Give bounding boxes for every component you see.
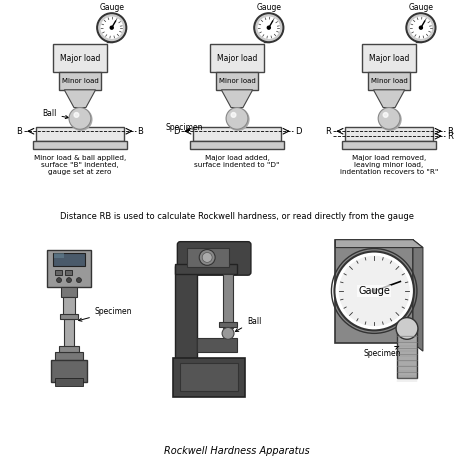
Text: Gauge: Gauge — [99, 3, 124, 12]
Circle shape — [97, 13, 127, 43]
FancyBboxPatch shape — [36, 127, 124, 141]
Text: Minor load & ball applied,
surface "B" indented,
gauge set at zero: Minor load & ball applied, surface "B" i… — [34, 155, 126, 175]
FancyBboxPatch shape — [54, 253, 64, 258]
Text: Rockwell Hardness Apparatus: Rockwell Hardness Apparatus — [164, 446, 310, 456]
Circle shape — [99, 15, 125, 40]
Circle shape — [69, 107, 91, 129]
Circle shape — [231, 112, 236, 118]
FancyBboxPatch shape — [180, 363, 238, 391]
Text: Specimen: Specimen — [79, 307, 132, 321]
Circle shape — [227, 108, 249, 130]
Text: Major load: Major load — [60, 54, 100, 63]
FancyBboxPatch shape — [336, 240, 413, 343]
Circle shape — [254, 13, 284, 43]
Circle shape — [101, 17, 122, 38]
FancyBboxPatch shape — [197, 338, 237, 352]
Circle shape — [378, 107, 400, 129]
Text: Major load added,
surface indented to "D": Major load added, surface indented to "D… — [194, 155, 280, 168]
Text: Major load: Major load — [369, 54, 409, 63]
Text: R: R — [447, 127, 453, 136]
FancyBboxPatch shape — [190, 141, 284, 149]
FancyBboxPatch shape — [55, 378, 83, 386]
Circle shape — [258, 17, 279, 38]
FancyBboxPatch shape — [223, 274, 233, 329]
Polygon shape — [221, 90, 253, 107]
Text: D: D — [173, 127, 179, 136]
Circle shape — [110, 26, 113, 29]
FancyBboxPatch shape — [65, 270, 72, 275]
Text: B: B — [17, 127, 22, 136]
Text: D: D — [295, 127, 301, 136]
Circle shape — [74, 112, 79, 118]
Text: Major load: Major load — [217, 54, 257, 63]
FancyBboxPatch shape — [53, 45, 107, 72]
Text: Minor load: Minor load — [371, 78, 408, 84]
FancyBboxPatch shape — [55, 352, 83, 360]
Circle shape — [372, 289, 376, 293]
FancyBboxPatch shape — [63, 297, 75, 317]
FancyBboxPatch shape — [60, 313, 78, 319]
FancyBboxPatch shape — [33, 141, 127, 149]
FancyBboxPatch shape — [397, 329, 417, 378]
Text: Specimen: Specimen — [363, 346, 401, 358]
FancyBboxPatch shape — [368, 72, 410, 90]
FancyBboxPatch shape — [193, 127, 281, 141]
FancyBboxPatch shape — [175, 266, 197, 360]
Circle shape — [222, 327, 234, 339]
FancyBboxPatch shape — [51, 360, 87, 382]
FancyBboxPatch shape — [47, 250, 91, 287]
FancyBboxPatch shape — [173, 358, 245, 397]
FancyBboxPatch shape — [362, 45, 417, 72]
Circle shape — [66, 278, 72, 283]
Text: Gauge: Gauge — [358, 286, 390, 296]
FancyBboxPatch shape — [61, 287, 77, 297]
FancyBboxPatch shape — [55, 270, 62, 275]
Circle shape — [226, 107, 248, 129]
Circle shape — [379, 108, 401, 130]
FancyBboxPatch shape — [59, 72, 101, 90]
FancyBboxPatch shape — [53, 252, 85, 266]
Polygon shape — [374, 90, 405, 107]
Text: Specimen: Specimen — [165, 123, 203, 132]
FancyBboxPatch shape — [59, 346, 79, 352]
Text: Minor load: Minor load — [62, 78, 98, 84]
Text: Major load removed,
leaving minor load,
indentation recovers to "R": Major load removed, leaving minor load, … — [340, 155, 438, 175]
Text: R: R — [326, 127, 331, 136]
Polygon shape — [336, 240, 423, 247]
FancyBboxPatch shape — [175, 264, 237, 274]
Circle shape — [410, 17, 431, 38]
FancyBboxPatch shape — [346, 127, 433, 141]
Circle shape — [406, 13, 436, 43]
FancyBboxPatch shape — [210, 45, 264, 72]
FancyBboxPatch shape — [219, 322, 237, 327]
FancyBboxPatch shape — [64, 319, 74, 348]
Circle shape — [267, 26, 270, 29]
Circle shape — [396, 318, 418, 339]
Text: Ball: Ball — [42, 109, 68, 118]
Circle shape — [56, 278, 62, 283]
FancyBboxPatch shape — [342, 141, 437, 149]
Text: Gauge: Gauge — [256, 3, 281, 12]
FancyBboxPatch shape — [177, 241, 251, 275]
Circle shape — [339, 257, 409, 325]
Polygon shape — [413, 240, 423, 351]
FancyBboxPatch shape — [216, 72, 258, 90]
Text: Minor load: Minor load — [219, 78, 255, 84]
Circle shape — [335, 252, 414, 330]
Circle shape — [76, 278, 82, 283]
Circle shape — [383, 112, 388, 118]
Circle shape — [199, 250, 215, 265]
Text: Gauge: Gauge — [409, 3, 433, 12]
Circle shape — [419, 26, 422, 29]
Text: Distance RB is used to calculate Rockwell hardness, or read directly from the ga: Distance RB is used to calculate Rockwel… — [60, 212, 414, 220]
Text: B: B — [137, 127, 144, 136]
Circle shape — [202, 252, 212, 263]
Polygon shape — [64, 90, 96, 107]
Text: R: R — [447, 132, 453, 140]
FancyBboxPatch shape — [187, 247, 229, 267]
Circle shape — [256, 15, 282, 40]
Text: Ball: Ball — [236, 317, 261, 331]
Circle shape — [408, 15, 434, 40]
Circle shape — [70, 108, 92, 130]
